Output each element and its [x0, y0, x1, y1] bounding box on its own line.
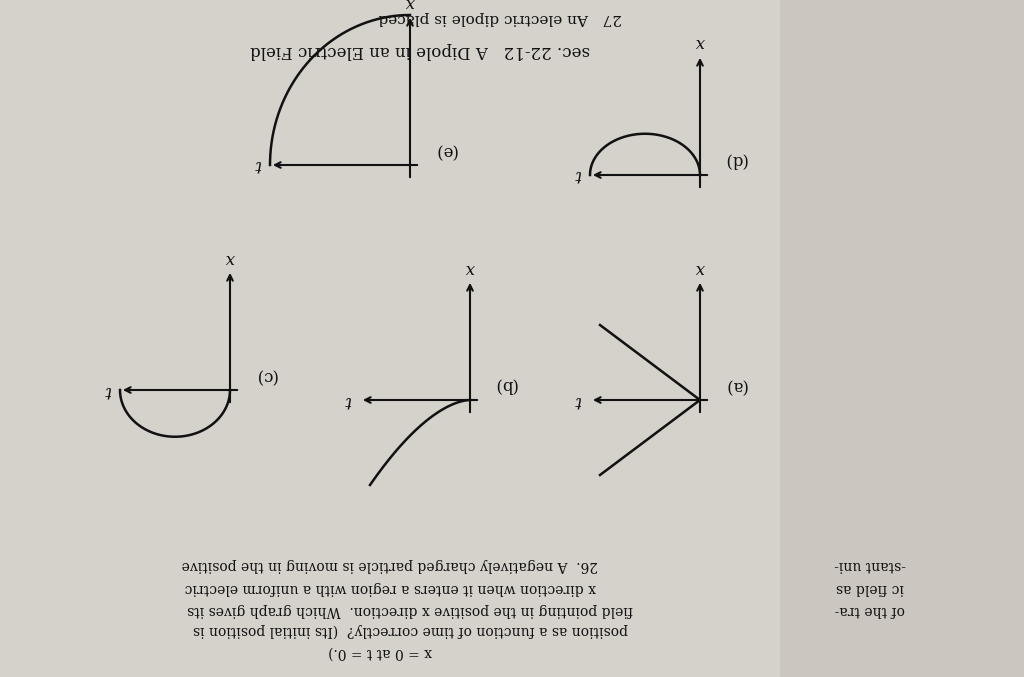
- Text: t: t: [255, 156, 261, 173]
- Text: x direction when it enters a region with a uniform electric: x direction when it enters a region with…: [184, 581, 596, 595]
- Text: position as a function of time correctly?  (Its initial position is: position as a function of time correctly…: [193, 623, 628, 637]
- Text: of the tra-: of the tra-: [835, 603, 905, 617]
- Text: (e): (e): [433, 141, 457, 158]
- Text: (a): (a): [724, 376, 746, 393]
- Text: (c): (c): [254, 366, 276, 383]
- Text: x: x: [695, 259, 705, 276]
- Text: (b): (b): [494, 376, 517, 393]
- Text: -stant uni-: -stant uni-: [835, 558, 906, 572]
- Text: x = 0 at t = 0.): x = 0 at t = 0.): [328, 645, 432, 659]
- Text: 26.  A negatively charged particle is moving in the positive: 26. A negatively charged particle is mov…: [182, 558, 598, 572]
- Text: x: x: [225, 250, 234, 267]
- Text: t: t: [104, 382, 112, 399]
- Text: field pointing in the positive x direction.  Which graph gives its: field pointing in the positive x directi…: [187, 603, 633, 617]
- Text: t: t: [345, 391, 351, 408]
- Text: ic field as: ic field as: [836, 581, 904, 595]
- Text: t: t: [574, 391, 582, 408]
- Bar: [0, 0, 780, 677]
- Text: x: x: [695, 35, 705, 51]
- Text: t: t: [574, 167, 582, 183]
- Text: x: x: [406, 0, 415, 12]
- Text: sec. 22-12   A Dipole in an Electric Field: sec. 22-12 A Dipole in an Electric Field: [250, 41, 590, 58]
- Text: (d): (d): [723, 152, 746, 169]
- Text: 27   An electric dipole is placed: 27 An electric dipole is placed: [378, 11, 622, 25]
- Text: x: x: [465, 259, 475, 276]
